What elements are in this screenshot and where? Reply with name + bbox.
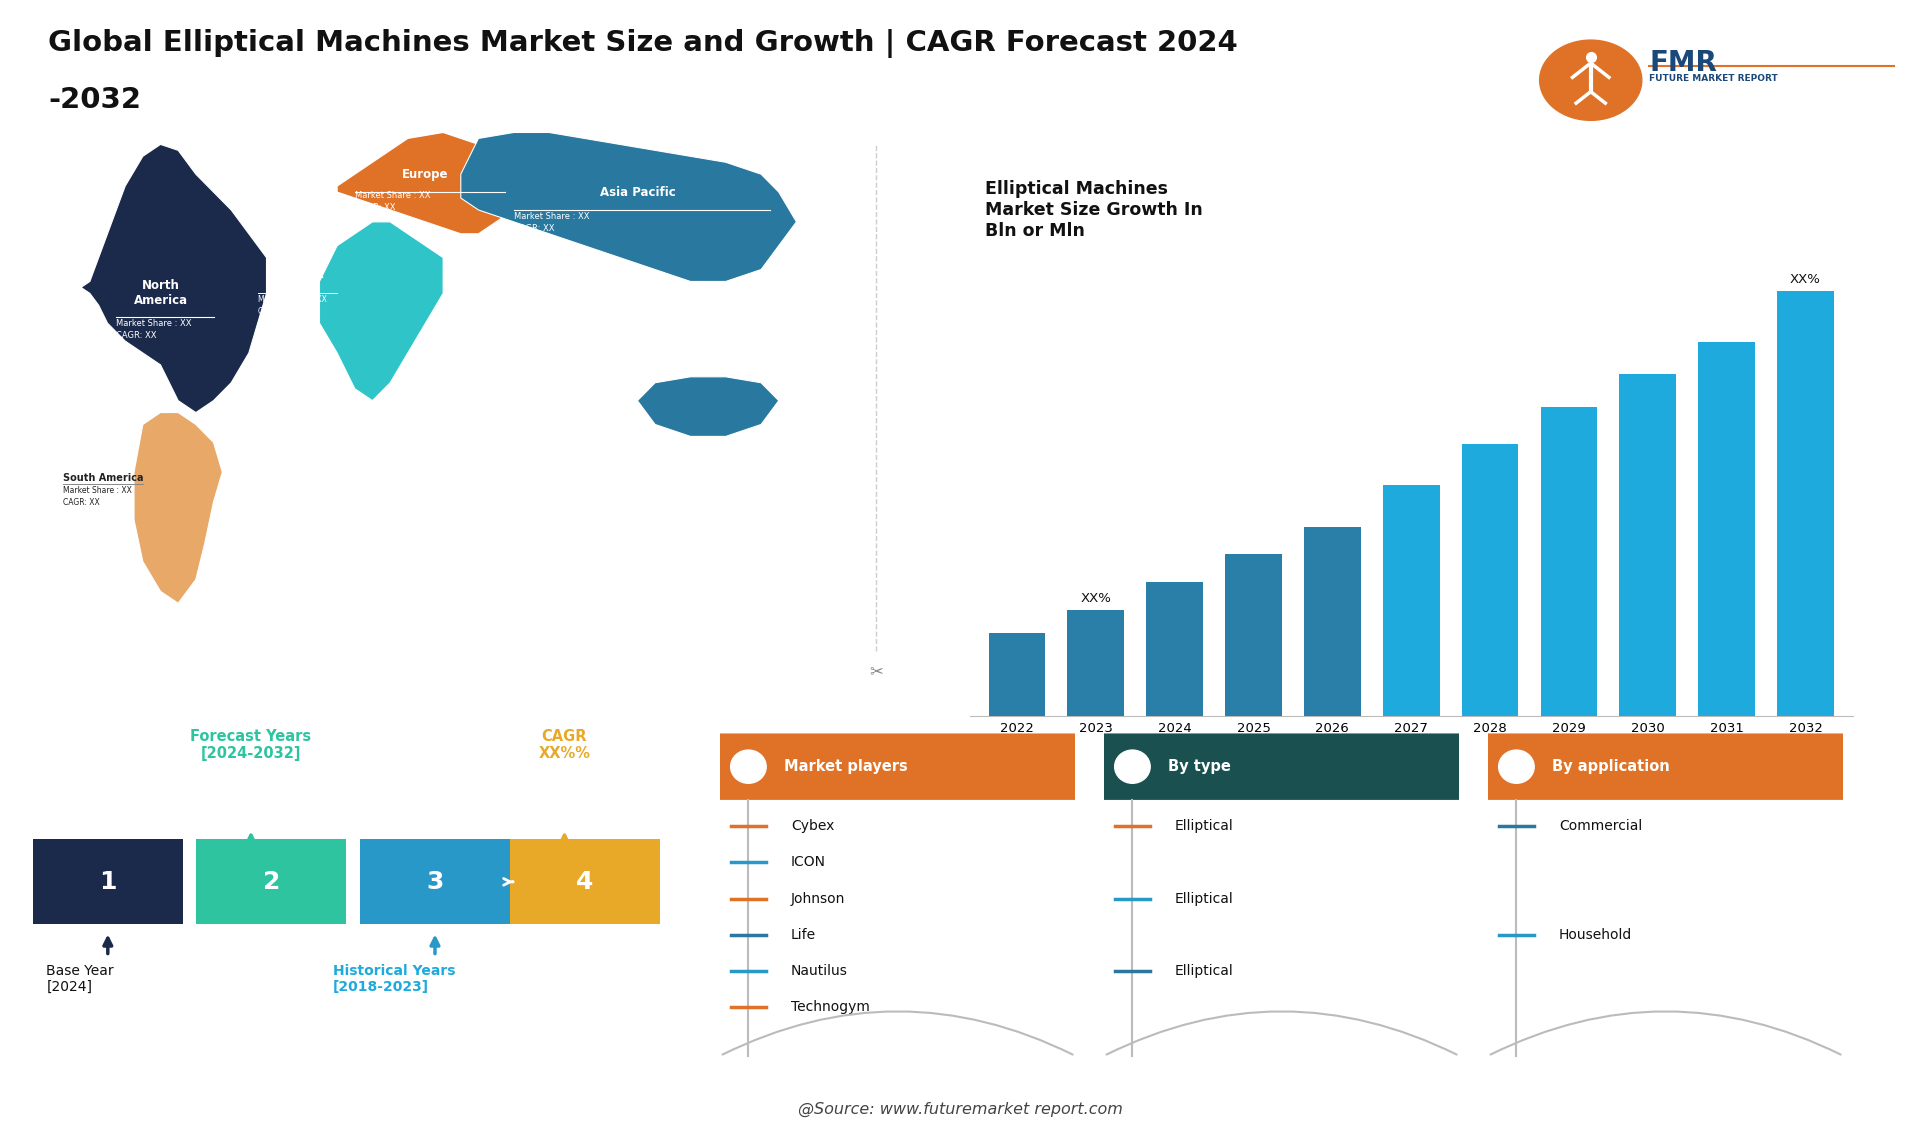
Text: By application: By application [1551,759,1670,775]
Text: Elliptical: Elliptical [1175,819,1235,833]
Text: Base Year
[2024]: Base Year [2024] [46,964,113,994]
Text: MEA: MEA [298,270,323,281]
Text: CAGR: XX: CAGR: XX [63,497,100,507]
Text: Europe: Europe [401,167,449,181]
Text: Commercial: Commercial [1559,819,1642,833]
Text: 2: 2 [263,870,280,894]
Bar [1540,407,1597,716]
Bar [1382,485,1440,716]
Text: @Source: www.futuremarket report.com: @Source: www.futuremarket report.com [797,1102,1123,1117]
Circle shape [1500,749,1534,784]
Text: CAGR: XX: CAGR: XX [515,223,555,233]
Text: XX%: XX% [1789,274,1820,286]
Text: Historical Years
[2018-2023]: Historical Years [2018-2023] [332,964,455,994]
Text: North
America: North America [134,280,188,307]
Text: Johnson: Johnson [791,892,845,905]
Text: ICON: ICON [791,856,826,870]
FancyBboxPatch shape [712,733,1083,800]
Text: Household: Household [1559,927,1632,942]
Bar [1068,610,1125,716]
Text: Asia Pacific: Asia Pacific [599,186,676,198]
Text: -2032: -2032 [48,86,140,113]
Text: Market Share : XX: Market Share : XX [257,296,326,305]
Text: Technogym: Technogym [791,999,870,1013]
Text: Elliptical: Elliptical [1175,964,1235,978]
Text: Market Share : XX: Market Share : XX [63,486,132,495]
Text: Elliptical Machines
Market Size Growth In
Bln or Mln: Elliptical Machines Market Size Growth I… [985,180,1204,240]
Text: CAGR: XX: CAGR: XX [355,203,396,212]
Bar [1225,555,1283,716]
Circle shape [1540,40,1642,120]
Text: 4: 4 [576,870,593,894]
Text: CAGR: XX: CAGR: XX [257,307,294,316]
Bar [1778,291,1834,716]
Text: Nautilus: Nautilus [791,964,849,978]
Text: Cybex: Cybex [791,819,835,833]
Text: Global Elliptical Machines Market Size and Growth | CAGR Forecast 2024: Global Elliptical Machines Market Size a… [48,29,1238,57]
Polygon shape [134,413,223,603]
Text: By type: By type [1167,759,1231,775]
Bar [1461,444,1519,716]
Text: FUTURE MARKET REPORT: FUTURE MARKET REPORT [1649,74,1778,84]
Polygon shape [637,377,780,437]
Text: CAGR
XX%%: CAGR XX%% [538,729,591,761]
Polygon shape [338,133,515,234]
Text: CAGR: XX: CAGR: XX [117,331,157,340]
Bar [989,633,1044,716]
Text: 1: 1 [100,870,117,894]
Text: Elliptical: Elliptical [1175,892,1235,905]
Text: 3: 3 [426,870,444,894]
Circle shape [732,749,766,784]
FancyBboxPatch shape [196,839,346,925]
Text: Life: Life [791,927,816,942]
Bar [1304,527,1361,716]
Text: Market Share : XX: Market Share : XX [117,319,192,328]
Bar [1699,342,1755,716]
FancyBboxPatch shape [1096,733,1467,800]
Text: Forecast Years
[2024-2032]: Forecast Years [2024-2032] [190,729,311,761]
Text: FMR: FMR [1649,49,1716,77]
Polygon shape [81,144,267,413]
Text: Market Share : XX: Market Share : XX [515,212,589,221]
Text: ✂: ✂ [870,662,883,681]
Bar [1619,375,1676,716]
Text: Market players: Market players [783,759,908,775]
FancyBboxPatch shape [511,839,660,925]
FancyBboxPatch shape [359,839,511,925]
Circle shape [1116,749,1150,784]
FancyBboxPatch shape [33,839,182,925]
Polygon shape [319,222,444,401]
Polygon shape [461,133,797,282]
Text: South America: South America [63,473,144,484]
Text: Market Share : XX: Market Share : XX [355,191,430,201]
FancyBboxPatch shape [1480,733,1851,800]
Text: XX%: XX% [1081,592,1112,605]
Bar [1146,582,1204,716]
